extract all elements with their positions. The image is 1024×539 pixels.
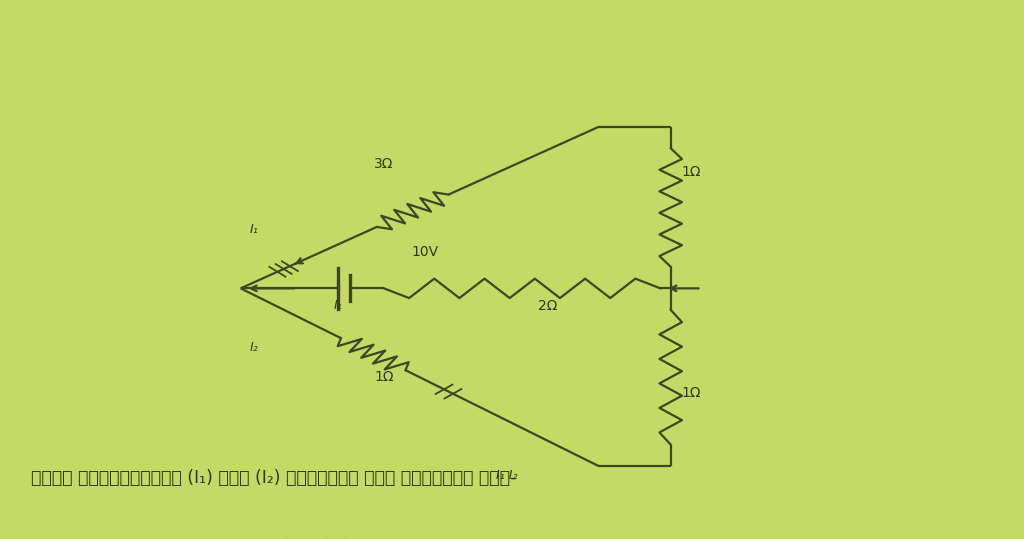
- Text: I₂: I₂: [250, 341, 258, 354]
- Text: 2Ω: 2Ω: [539, 299, 557, 313]
- Text: 3Ω: 3Ω: [375, 157, 393, 171]
- Text: I₁ I₂: I₁ I₂: [497, 469, 517, 482]
- Text: 1Ω: 1Ω: [681, 386, 700, 400]
- Text: I₁: I₁: [250, 223, 258, 236]
- Text: 1Ω: 1Ω: [681, 165, 700, 179]
- Text: তত্ব বর্তনীতোবর (I₁) আরক (I₂) প্রবাহব মান নির্ণয় কবা-: তত্ব বর্তনীতোবর (I₁) আরক (I₂) প্রবাহব মা…: [31, 469, 516, 487]
- Text: 1Ω: 1Ω: [374, 370, 394, 384]
- Text: 10V: 10V: [412, 245, 438, 259]
- Text: I₁: I₁: [334, 299, 342, 312]
